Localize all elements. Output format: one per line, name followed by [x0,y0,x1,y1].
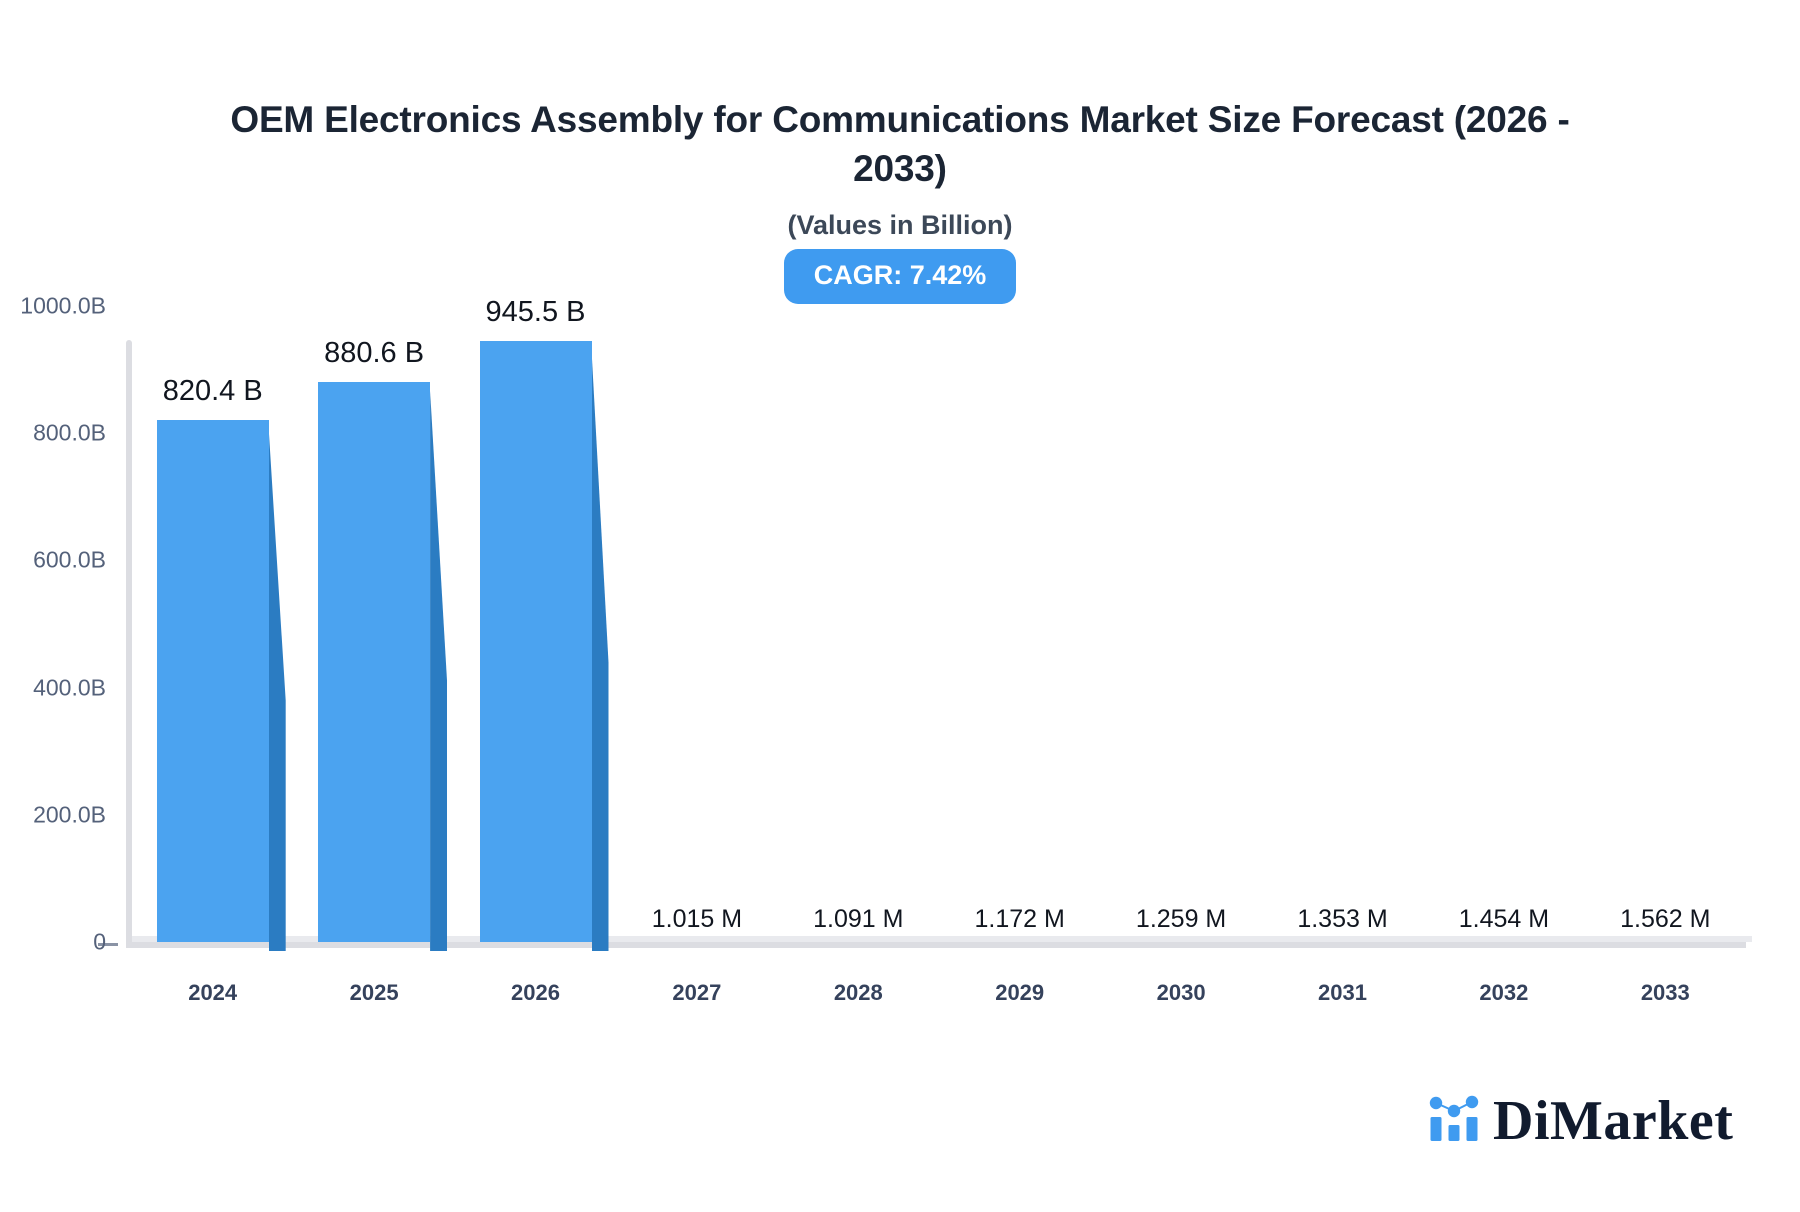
x-axis-tick-label: 2032 [1479,980,1529,1005]
bar-value-label: 1.015 M [651,905,743,933]
bar-column[interactable] [318,306,448,951]
bar-series: 820.4 B 880.6 B 945.5 B 1.015 M 1.091 M 1.172… [132,296,1746,951]
y-axis-tick-label: 800.0B [33,419,106,446]
bar-side-face [591,349,609,951]
y-axis-tick-label: 600.0B [33,546,106,573]
bar-chart-icon [1428,1092,1480,1149]
bar-column[interactable] [156,306,286,951]
page-title: OEM Electronics Assembly for Communicati… [230,99,1570,189]
cagr-badge: CAGR: 7.42% [783,248,1017,304]
bar-value-label: 1.091 M [813,905,904,933]
bar-front-face [318,381,431,942]
bar-column[interactable] [479,306,609,951]
x-axis-tick-label: 2027 [672,980,722,1005]
x-axis-line [126,942,1746,948]
x-axis-tick-label: 2028 [833,980,883,1005]
x-axis-tick-label: 2030 [1156,980,1206,1005]
y-axis-tick-label: 400.0B [33,674,106,701]
x-axis-baseline-shadow [132,936,1752,942]
bar-value-label: 1.172 M [974,905,1065,933]
bar[interactable] [156,420,286,951]
y-axis-tick-label: 200.0B [33,801,106,828]
y-axis-zero-tick-mark [98,943,118,946]
x-axis-tick-label: 2033 [1640,980,1690,1005]
x-axis-tick-label: 2031 [1318,980,1367,1005]
bar[interactable] [479,340,609,951]
x-axis-tick-label: 2026 [511,980,560,1005]
bar-front-face [156,420,269,942]
y-axis-line [126,340,132,945]
y-axis-tick-label: 0 [93,928,106,955]
y-axis-tick-label: 1000.0B [20,292,106,319]
bar-value-label: 880.6 B [324,336,425,369]
bar-value-label: 945.5 B [485,295,586,328]
bar-value-label: 1.454 M [1458,905,1550,933]
bar-value-label: 1.562 M [1620,905,1711,933]
chart-subtitle: (Values in Billion) [787,209,1013,240]
bar-side-face [268,429,286,951]
dimarket-logo: DiMarket [1428,1092,1733,1149]
x-axis-tick-label: 2029 [995,980,1045,1005]
y-axis-labels: 1000.0B 800.0B 600.0B 400.0B 200.0B 0 [0,0,106,1212]
bar-front-face [479,340,592,942]
x-axis-tick-label: 2025 [349,980,399,1005]
bar[interactable] [318,381,448,951]
chart-header: OEM Electronics Assembly for Communicati… [0,96,1800,304]
bar-value-label: 820.4 B [162,375,263,408]
cagr-badge-container: CAGR: 7.42% [0,248,1800,304]
x-axis-tick-label: 2024 [188,980,238,1005]
bar-value-label: 1.353 M [1297,905,1388,933]
logo-text: DiMarket [1493,1089,1734,1152]
bar-value-label: 1.259 M [1135,905,1227,933]
bar-side-face [430,390,448,951]
